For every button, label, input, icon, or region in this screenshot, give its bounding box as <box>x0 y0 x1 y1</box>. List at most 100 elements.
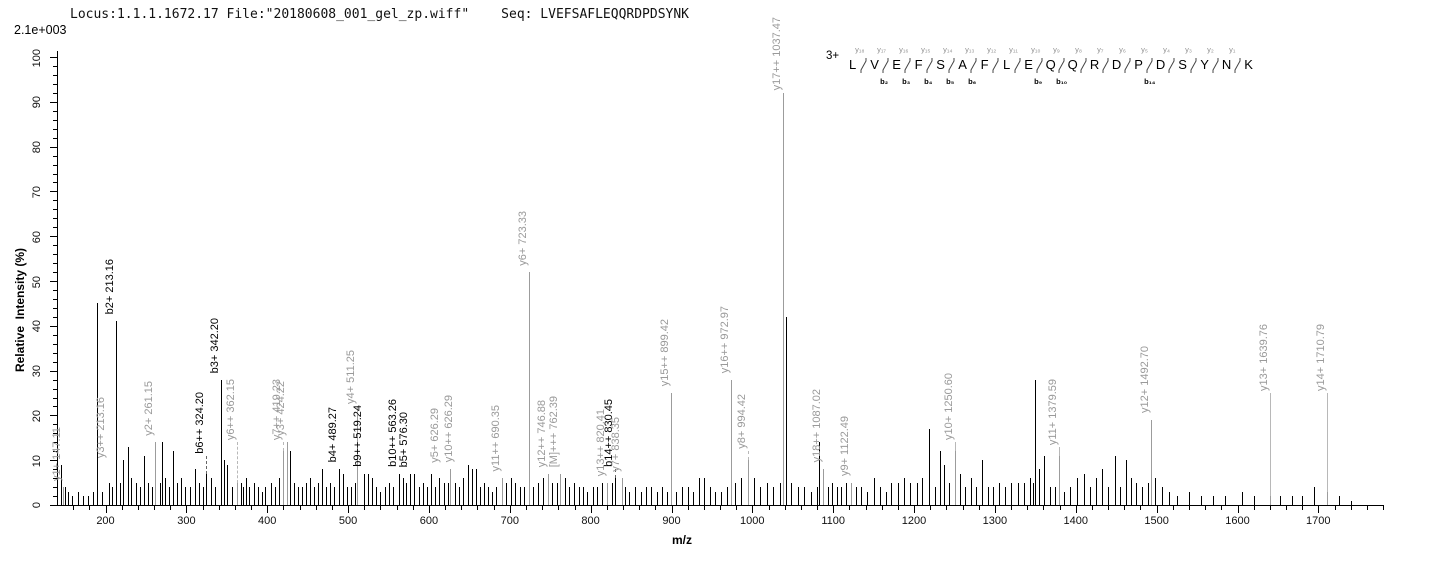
x-major-tick <box>348 506 350 513</box>
peak <box>726 487 728 505</box>
peak <box>1070 487 1072 505</box>
x-minor-tick <box>493 506 495 510</box>
y-minor-tick <box>53 307 57 309</box>
intensity-scale-note: 2.1e+003 <box>14 23 67 37</box>
peak <box>475 469 477 505</box>
peak <box>1302 496 1304 505</box>
y-minor-tick <box>53 92 57 94</box>
peak <box>414 473 416 505</box>
peak <box>257 487 259 505</box>
peak <box>346 487 348 505</box>
peak <box>779 482 781 505</box>
peak <box>467 464 469 505</box>
y-ion-label: y₁₄ <box>943 45 953 54</box>
fragment-peak <box>205 473 207 505</box>
peak <box>505 482 507 505</box>
fragment-peak <box>730 379 732 505</box>
peak <box>97 303 99 505</box>
peak <box>1338 496 1340 505</box>
residue: Q <box>1067 57 1078 72</box>
fragment-peak <box>1269 496 1271 505</box>
peak <box>791 482 793 505</box>
x-minor-tick <box>170 506 172 510</box>
peak <box>676 491 678 505</box>
fragment-peak <box>116 321 118 505</box>
peak <box>246 478 248 505</box>
peak <box>82 496 84 505</box>
peak <box>131 478 133 505</box>
peak <box>645 487 647 505</box>
fragment-peak <box>286 442 288 505</box>
peak <box>935 487 937 505</box>
x-minor-tick <box>89 506 91 510</box>
fragment-peak <box>955 451 956 505</box>
peak <box>1029 478 1031 505</box>
y-ion-label: y₅ <box>1141 45 1148 54</box>
peak-label: y11++ 690.35 <box>490 405 502 472</box>
peak <box>785 316 787 505</box>
peak-label: y7+ 838.35 <box>609 416 622 472</box>
x-major-tick <box>1237 506 1239 513</box>
y-minor-tick <box>53 290 57 291</box>
peak <box>703 478 705 505</box>
peak <box>264 487 266 505</box>
label-connector <box>747 451 749 461</box>
y-major-tick <box>50 460 57 462</box>
y-minor-tick <box>53 352 57 354</box>
cleavage-slash-icon <box>1124 58 1131 73</box>
peak <box>944 464 945 505</box>
peak <box>87 496 89 505</box>
peak <box>1054 487 1056 505</box>
y-ion-label: y₇ <box>1097 45 1104 54</box>
peak-label: y16++ 972.97 <box>718 305 731 374</box>
label-connector <box>615 469 617 479</box>
y-minor-tick <box>53 496 57 497</box>
fragment-peak <box>236 482 238 505</box>
peak <box>982 460 983 505</box>
y-minor-tick <box>53 155 57 157</box>
label-connector <box>205 455 207 474</box>
peak <box>1279 496 1281 505</box>
peak <box>602 482 603 505</box>
fragment-peak <box>528 272 530 505</box>
x-minor-tick <box>1302 506 1304 510</box>
peak <box>754 478 755 505</box>
peak <box>804 487 806 505</box>
peak <box>274 487 276 505</box>
x-minor-tick <box>218 506 220 510</box>
peak <box>880 487 882 505</box>
x-minor-tick <box>154 506 155 510</box>
x-minor-tick <box>768 506 770 510</box>
x-tick-label: 600 <box>419 515 439 527</box>
peak <box>1114 455 1116 505</box>
y-minor-tick <box>53 66 57 67</box>
fragment-marker: y₂ <box>1207 42 1220 109</box>
peak <box>556 482 558 505</box>
y-ion-label: y₁₇ <box>877 45 886 54</box>
x-minor-tick <box>784 506 786 510</box>
y-minor-tick <box>53 218 57 220</box>
peak <box>897 482 899 505</box>
y-major-tick <box>50 101 57 103</box>
peak <box>819 442 821 505</box>
peak <box>867 491 869 505</box>
x-minor-tick <box>1172 506 1174 510</box>
peak <box>910 482 911 505</box>
x-axis-line <box>57 505 1384 506</box>
x-minor-tick <box>558 506 560 510</box>
peak <box>184 487 186 505</box>
x-minor-tick <box>364 506 366 510</box>
fragment-peak <box>409 473 411 505</box>
peak <box>147 482 149 505</box>
y-major-tick <box>50 325 57 327</box>
peak <box>112 487 113 505</box>
y-minor-tick <box>53 406 57 408</box>
y-minor-tick <box>53 173 57 175</box>
y-tick-label: 100 <box>31 48 43 68</box>
peak <box>1225 496 1227 505</box>
peak <box>330 482 332 505</box>
peak <box>318 482 320 505</box>
peak <box>922 478 924 505</box>
x-minor-tick <box>1043 506 1045 510</box>
peak-label: b9++ 519.24 <box>351 405 364 468</box>
